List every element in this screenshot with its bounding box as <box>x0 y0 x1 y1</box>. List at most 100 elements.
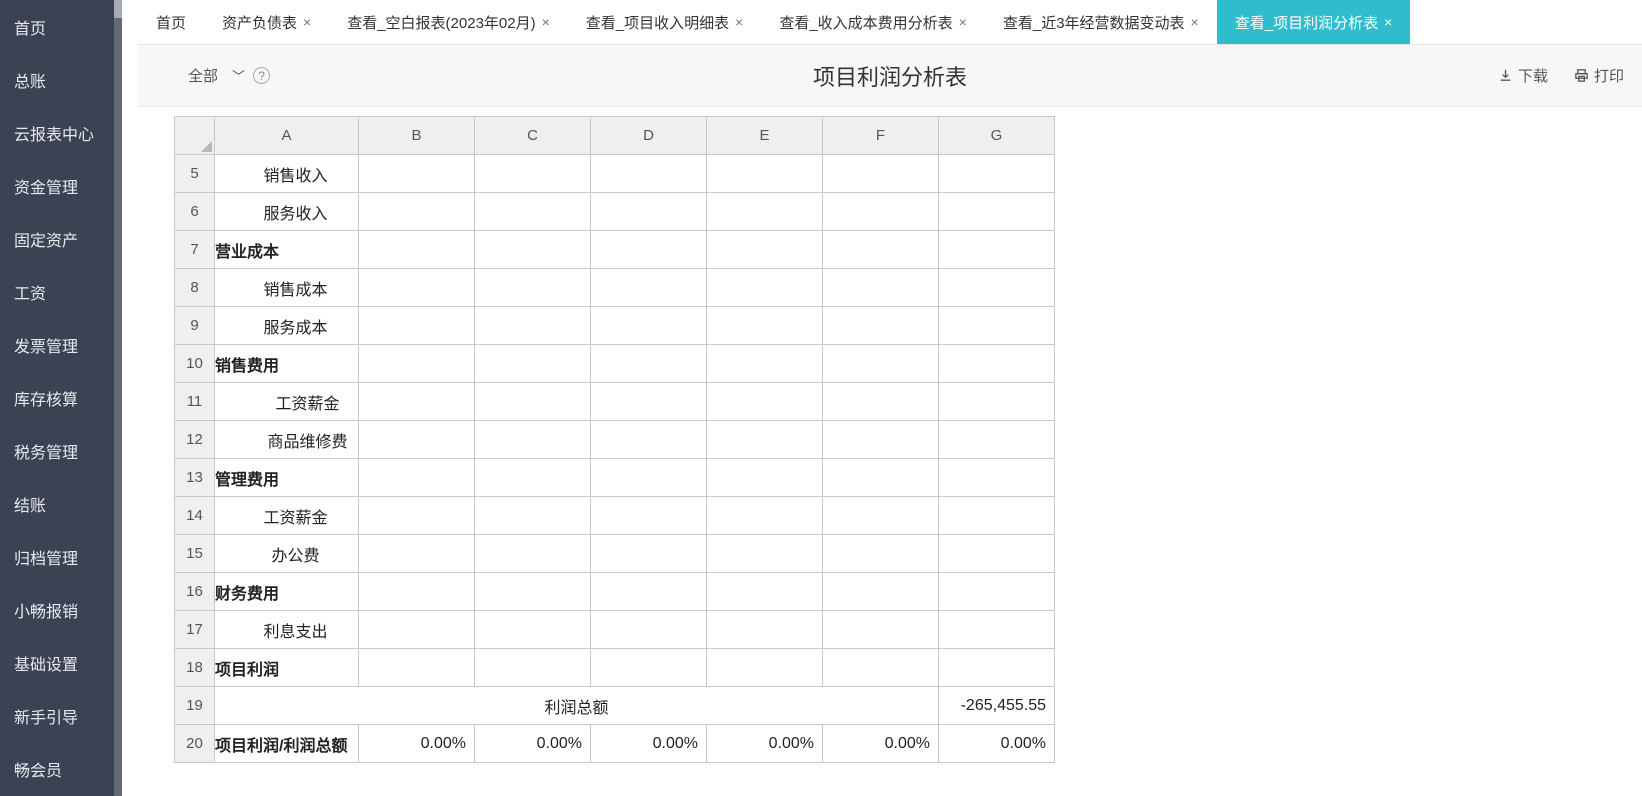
percent-cell[interactable]: 0.00% <box>939 725 1055 763</box>
cell[interactable] <box>475 459 591 497</box>
sidebar-item-0[interactable]: 首页 <box>0 0 122 53</box>
close-icon[interactable]: × <box>959 14 967 30</box>
row-header-17[interactable]: 17 <box>175 611 215 649</box>
cell[interactable] <box>591 611 707 649</box>
cell[interactable] <box>475 231 591 269</box>
cell[interactable] <box>707 421 823 459</box>
cell[interactable] <box>823 573 939 611</box>
row-header-16[interactable]: 16 <box>175 573 215 611</box>
cell[interactable] <box>591 307 707 345</box>
cell[interactable] <box>591 459 707 497</box>
total-profit-value[interactable]: -265,455.55 <box>939 687 1055 725</box>
cell[interactable] <box>591 421 707 459</box>
row-label[interactable]: 项目利润 <box>215 649 359 687</box>
cell[interactable] <box>939 459 1055 497</box>
sidebar-item-4[interactable]: 固定资产 <box>0 212 122 265</box>
tab-2[interactable]: 查看_空白报表(2023年02月)× <box>329 0 568 44</box>
sheet-corner[interactable] <box>175 117 215 155</box>
sidebar-item-6[interactable]: 发票管理 <box>0 318 122 371</box>
cell[interactable] <box>939 649 1055 687</box>
cell[interactable] <box>359 573 475 611</box>
cell[interactable] <box>359 383 475 421</box>
column-header-E[interactable]: E <box>707 117 823 155</box>
row-label[interactable]: 服务成本 <box>215 307 359 345</box>
cell[interactable] <box>939 193 1055 231</box>
close-icon[interactable]: × <box>1384 14 1392 30</box>
cell[interactable] <box>939 611 1055 649</box>
cell[interactable] <box>591 269 707 307</box>
cell[interactable] <box>707 307 823 345</box>
percent-cell[interactable]: 0.00% <box>823 725 939 763</box>
cell[interactable] <box>707 459 823 497</box>
row-header-10[interactable]: 10 <box>175 345 215 383</box>
cell[interactable] <box>939 383 1055 421</box>
cell[interactable] <box>939 307 1055 345</box>
cell[interactable] <box>939 269 1055 307</box>
row-label[interactable]: 销售成本 <box>215 269 359 307</box>
cell[interactable] <box>823 193 939 231</box>
row-label[interactable]: 服务收入 <box>215 193 359 231</box>
row-label[interactable]: 销售费用 <box>215 345 359 383</box>
cell[interactable] <box>475 573 591 611</box>
sidebar-item-2[interactable]: 云报表中心 <box>0 106 122 159</box>
column-header-B[interactable]: B <box>359 117 475 155</box>
row-label[interactable]: 商品维修费 <box>215 421 359 459</box>
cell[interactable] <box>475 421 591 459</box>
sidebar-item-5[interactable]: 工资 <box>0 265 122 318</box>
row-header-20[interactable]: 20 <box>175 725 215 763</box>
cell[interactable] <box>591 193 707 231</box>
cell[interactable] <box>939 421 1055 459</box>
close-icon[interactable]: × <box>1191 14 1199 30</box>
column-header-G[interactable]: G <box>939 117 1055 155</box>
cell[interactable] <box>823 307 939 345</box>
row-header-8[interactable]: 8 <box>175 269 215 307</box>
cell[interactable] <box>823 231 939 269</box>
cell[interactable] <box>707 649 823 687</box>
sidebar-item-9[interactable]: 结账 <box>0 477 122 530</box>
sidebar-item-11[interactable]: 小畅报销 <box>0 583 122 636</box>
row-label[interactable]: 办公费 <box>215 535 359 573</box>
cell[interactable] <box>707 269 823 307</box>
sidebar-item-7[interactable]: 库存核算 <box>0 371 122 424</box>
row-label[interactable]: 工资薪金 <box>215 497 359 535</box>
cell[interactable] <box>591 535 707 573</box>
row-header-7[interactable]: 7 <box>175 231 215 269</box>
cell[interactable] <box>475 383 591 421</box>
cell[interactable] <box>707 535 823 573</box>
cell[interactable] <box>823 459 939 497</box>
cell[interactable] <box>591 345 707 383</box>
cell[interactable] <box>939 345 1055 383</box>
cell[interactable] <box>823 345 939 383</box>
row-label[interactable]: 工资薪金 <box>215 383 359 421</box>
cell[interactable] <box>591 573 707 611</box>
cell[interactable] <box>359 611 475 649</box>
tab-4[interactable]: 查看_收入成本费用分析表× <box>761 0 985 44</box>
sidebar-item-1[interactable]: 总账 <box>0 53 122 106</box>
close-icon[interactable]: × <box>303 14 311 30</box>
cell[interactable] <box>707 497 823 535</box>
column-header-A[interactable]: A <box>215 117 359 155</box>
cell[interactable] <box>823 383 939 421</box>
sidebar-item-12[interactable]: 基础设置 <box>0 636 122 689</box>
cell[interactable] <box>939 231 1055 269</box>
cell[interactable] <box>707 345 823 383</box>
column-header-F[interactable]: F <box>823 117 939 155</box>
cell[interactable] <box>707 573 823 611</box>
merged-label-total-profit[interactable]: 利润总额 <box>215 687 939 725</box>
row-label[interactable]: 营业成本 <box>215 231 359 269</box>
cell[interactable] <box>823 421 939 459</box>
row-header-11[interactable]: 11 <box>175 383 215 421</box>
cell[interactable] <box>359 649 475 687</box>
cell[interactable] <box>707 193 823 231</box>
cell[interactable] <box>707 611 823 649</box>
cell[interactable] <box>359 269 475 307</box>
tab-3[interactable]: 查看_项目收入明细表× <box>568 0 762 44</box>
cell[interactable] <box>823 155 939 193</box>
cell[interactable] <box>939 535 1055 573</box>
cell[interactable] <box>591 231 707 269</box>
tab-6[interactable]: 查看_项目利润分析表× <box>1217 0 1411 44</box>
cell[interactable] <box>823 611 939 649</box>
percent-cell[interactable]: 0.00% <box>591 725 707 763</box>
filter-dropdown[interactable]: 全部 ﹀ ? <box>188 65 270 86</box>
row-label[interactable]: 销售收入 <box>215 155 359 193</box>
